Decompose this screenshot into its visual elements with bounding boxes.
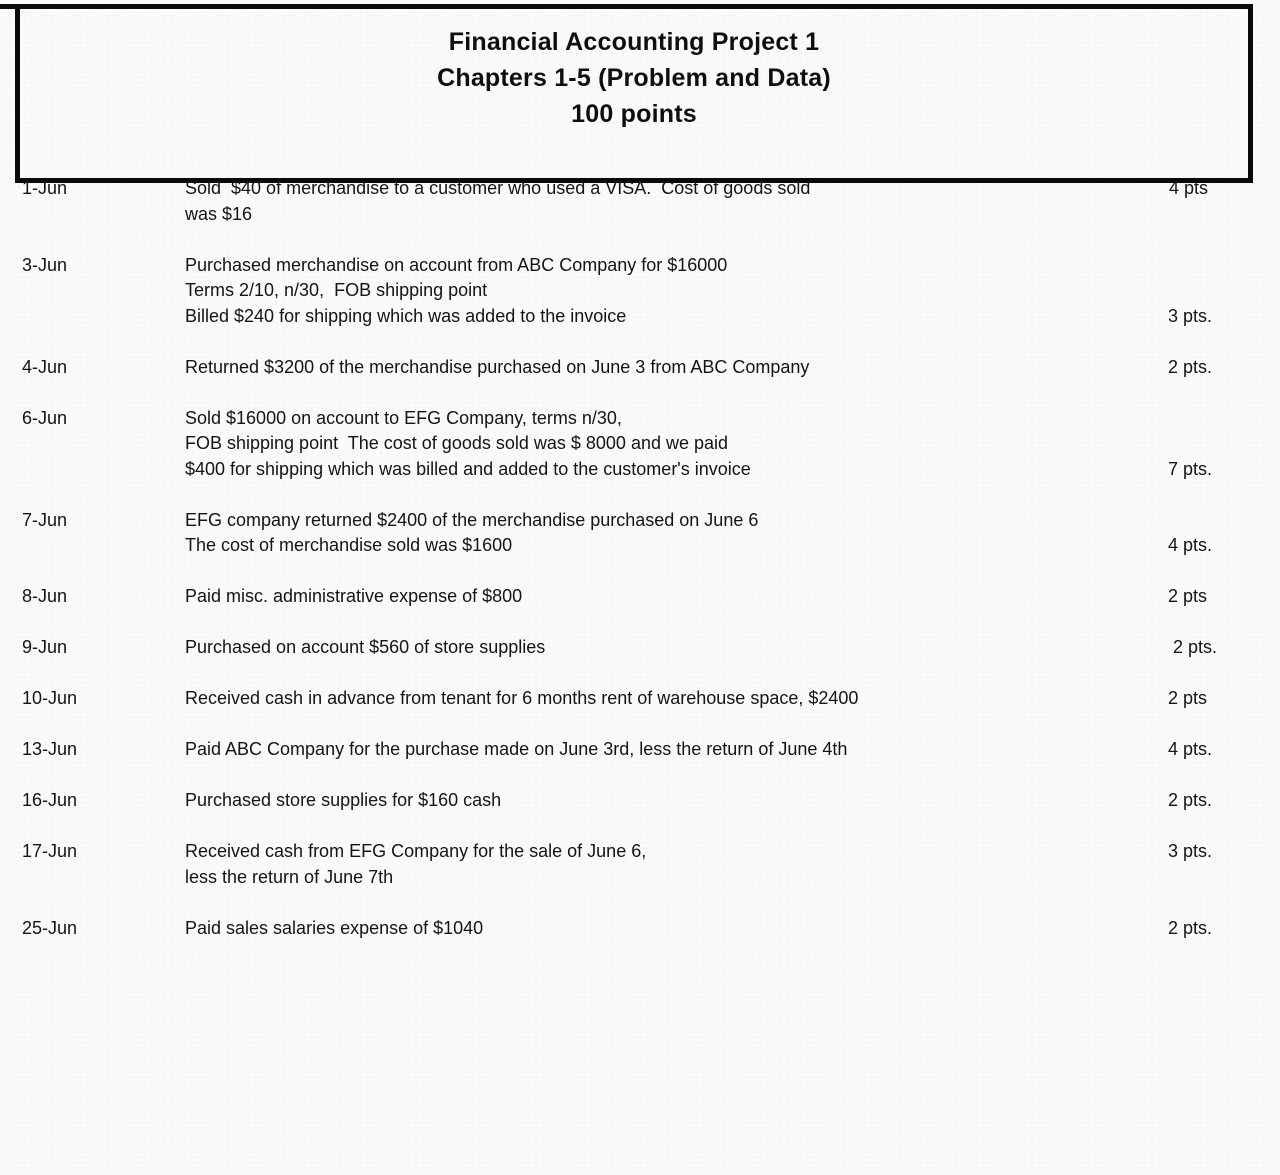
- transaction-date: 7-Jun: [22, 509, 68, 530]
- description-line: less the return of June 7th: [185, 866, 394, 887]
- points-value: 4 pts.: [1168, 535, 1213, 555]
- transaction-row: 13-Jun Paid ABC Company for the purchase…: [0, 737, 1280, 763]
- transaction-list: 1-Jun Sold $40 of merchandise to a custo…: [0, 176, 1280, 967]
- transaction-date: 17-Jun: [22, 841, 78, 861]
- transaction-date: 4-Jun: [22, 356, 68, 377]
- transaction-row: 4-Jun Returned $3200 of the merchandise …: [0, 355, 1280, 381]
- top-rule-extension: [0, 4, 20, 9]
- points-value: 7 pts.: [1168, 458, 1213, 479]
- points-value: 3 pts.: [1168, 841, 1213, 861]
- description-line: Billed $240 for shipping which was added…: [185, 305, 627, 326]
- points-total: 100 points: [571, 100, 697, 128]
- transaction-row: 9-Jun Purchased on account $560 of store…: [0, 635, 1280, 661]
- description-line: was $16: [185, 203, 253, 224]
- transaction-description: Purchased store supplies for $160 cash: [185, 788, 1160, 814]
- transaction-row: 17-Jun Received cash from EFG Company fo…: [0, 839, 1280, 890]
- transaction-description: EFG company returned $2400 of the mercha…: [185, 508, 1160, 559]
- transaction-description: Sold $40 of merchandise to a customer wh…: [185, 176, 1160, 227]
- points-value: 2 pts: [1168, 586, 1208, 606]
- description-line: Purchased merchandise on account from AB…: [185, 254, 728, 275]
- description-line: Sold $16000 on account to EFG Company, t…: [185, 407, 622, 428]
- points-value: 4 pts.: [1168, 739, 1213, 759]
- points-value: 2 pts.: [1168, 356, 1213, 377]
- transaction-row: 3-Jun Purchased merchandise on account f…: [0, 253, 1280, 330]
- transaction-description: Returned $3200 of the merchandise purcha…: [185, 355, 1160, 381]
- transaction-row: 7-Jun EFG company returned $2400 of the …: [0, 508, 1280, 559]
- transaction-date: 10-Jun: [22, 688, 78, 708]
- points-value: 2 pts.: [1168, 917, 1213, 938]
- description-line: Purchased on account $560 of store suppl…: [185, 637, 546, 657]
- transaction-date: 8-Jun: [22, 586, 68, 606]
- transaction-description: Paid ABC Company for the purchase made o…: [185, 737, 1160, 763]
- transaction-description: Purchased on account $560 of store suppl…: [185, 635, 1160, 661]
- points-value: 3 pts.: [1168, 305, 1213, 326]
- points-value: 2 pts.: [1168, 790, 1213, 810]
- description-line: $400 for shipping which was billed and a…: [185, 458, 751, 479]
- description-line: Received cash in advance from tenant for…: [185, 688, 859, 708]
- description-line: Received cash from EFG Company for the s…: [185, 841, 647, 861]
- description-line: Paid sales salaries expense of $1040: [185, 917, 484, 938]
- transaction-description: Received cash from EFG Company for the s…: [185, 839, 1160, 890]
- description-line: The cost of merchandise sold was $1600: [185, 535, 513, 555]
- transaction-date: 13-Jun: [22, 739, 78, 759]
- description-line: EFG company returned $2400 of the mercha…: [185, 509, 759, 530]
- transaction-row: 16-Jun Purchased store supplies for $160…: [0, 788, 1280, 814]
- transaction-description: Received cash in advance from tenant for…: [185, 686, 1160, 712]
- transaction-description: Purchased merchandise on account from AB…: [185, 253, 1160, 330]
- points-value: 2 pts: [1168, 688, 1208, 708]
- points-value: 2 pts.: [1173, 637, 1218, 657]
- transaction-date: 9-Jun: [22, 637, 68, 657]
- transaction-description: Paid misc. administrative expense of $80…: [185, 584, 1160, 610]
- description-line: Returned $3200 of the merchandise purcha…: [185, 356, 810, 377]
- transaction-row: 8-Jun Paid misc. administrative expense …: [0, 584, 1280, 610]
- transaction-description: Paid sales salaries expense of $1040: [185, 916, 1160, 942]
- transaction-date: 1-Jun: [22, 178, 68, 198]
- page-subtitle: Chapters 1-5 (Problem and Data): [437, 64, 831, 92]
- description-line: Paid ABC Company for the purchase made o…: [185, 739, 848, 759]
- page-title: Financial Accounting Project 1: [448, 28, 820, 56]
- transaction-row: 10-Jun Received cash in advance from ten…: [0, 686, 1280, 712]
- transaction-row: 1-Jun Sold $40 of merchandise to a custo…: [0, 176, 1280, 227]
- transaction-date: 6-Jun: [22, 407, 68, 428]
- transaction-description: Sold $16000 on account to EFG Company, t…: [185, 406, 1160, 483]
- description-line: Sold $40 of merchandise to a customer wh…: [185, 178, 811, 198]
- description-line: FOB shipping point The cost of goods sol…: [185, 433, 729, 453]
- transaction-date: 3-Jun: [22, 254, 68, 275]
- title-box: Financial Accounting Project 1 Chapters …: [15, 4, 1253, 183]
- transaction-row: 6-Jun Sold $16000 on account to EFG Comp…: [0, 406, 1280, 483]
- transaction-date: 25-Jun: [22, 917, 78, 938]
- description-line: Terms 2/10, n/30, FOB shipping point: [185, 280, 488, 300]
- description-line: Purchased store supplies for $160 cash: [185, 790, 502, 810]
- transaction-date: 16-Jun: [22, 790, 78, 810]
- transaction-row: 25-Jun Paid sales salaries expense of $1…: [0, 916, 1280, 942]
- points-value: 4 pts: [1169, 178, 1209, 198]
- description-line: Paid misc. administrative expense of $80…: [185, 586, 523, 606]
